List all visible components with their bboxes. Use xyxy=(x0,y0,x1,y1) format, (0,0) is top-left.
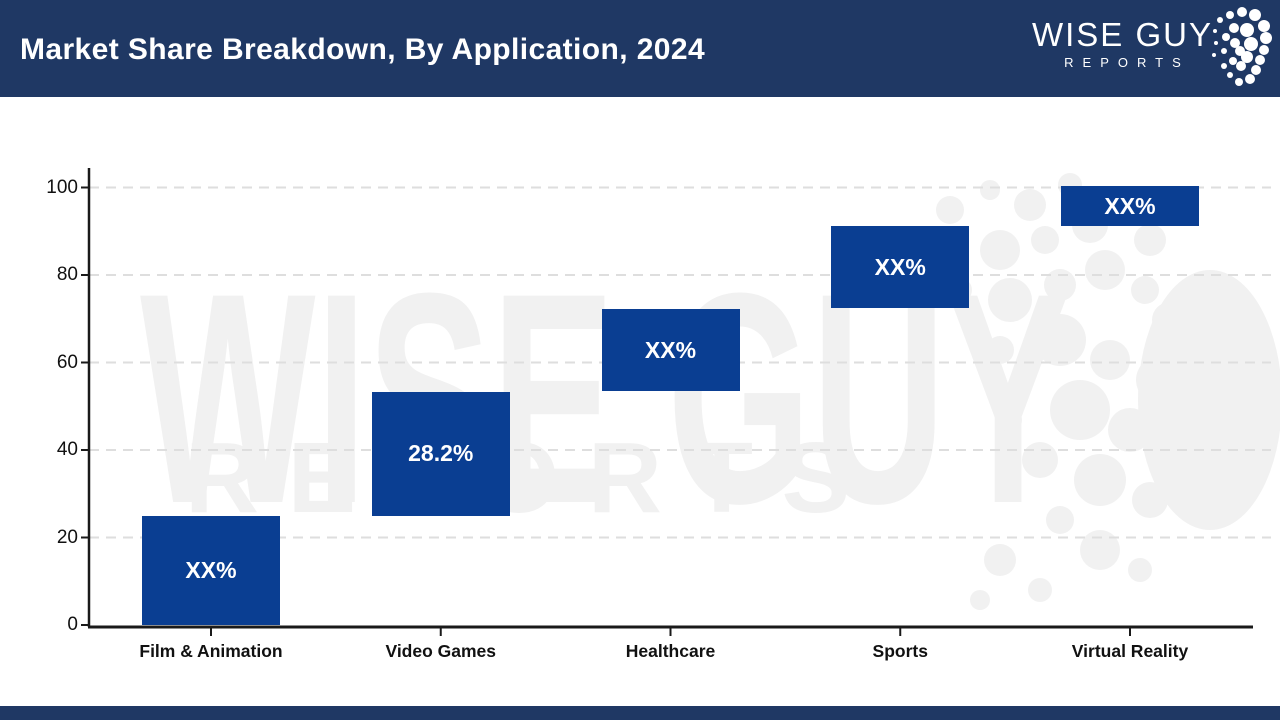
watermark-face-dot xyxy=(1028,578,1052,602)
bar-sports: XX% xyxy=(831,226,970,309)
watermark-face-dot xyxy=(1044,269,1076,301)
bar-healthcare: XX% xyxy=(601,308,740,392)
bar-value-label-virtual-reality: XX% xyxy=(1104,192,1156,219)
watermark-face-dot xyxy=(1046,506,1074,534)
bar-value-label-film-animation: XX% xyxy=(185,556,237,583)
watermark-face-dot xyxy=(988,278,1032,322)
logo-wordmark: WISE GUY xyxy=(1031,16,1213,53)
y-tick-label-20: 20 xyxy=(56,526,78,548)
footer-band xyxy=(0,706,1280,720)
bar-value-label-video-games: 28.2% xyxy=(408,440,474,467)
bar-film-animation: XX% xyxy=(142,515,280,625)
bar-value-label-healthcare: XX% xyxy=(644,336,697,363)
watermark-face-dot xyxy=(936,196,964,224)
watermark-face-dot xyxy=(1128,558,1152,582)
x-category-label-virtual-reality: Virtual Reality xyxy=(1071,641,1189,661)
y-tick-label-0: 0 xyxy=(67,614,78,635)
logo-subtitle: REPORTS xyxy=(1064,55,1190,70)
watermark-face-dot xyxy=(1034,314,1086,366)
watermark-face-dot xyxy=(1134,224,1166,256)
watermark-face-dot xyxy=(1031,226,1059,254)
x-category-label-film-animation: Film & Animation xyxy=(139,641,283,661)
watermark-face-dot xyxy=(1014,189,1046,221)
brand-logo: WISE GUY REPORTS xyxy=(1031,16,1213,71)
watermark-subtitle: R E P O R T S xyxy=(185,422,850,534)
watermark-face-dot xyxy=(980,180,1000,200)
face-dots-icon xyxy=(1212,7,1272,86)
x-category-label-video-games: Video Games xyxy=(385,641,497,661)
x-category-label-healthcare: Healthcare xyxy=(625,641,716,661)
watermark-face-dot xyxy=(1131,276,1159,304)
watermark-face-dot xyxy=(1074,454,1126,506)
watermark-face-dot xyxy=(1080,530,1120,570)
watermark-face-dot xyxy=(998,408,1022,432)
watermark-face-blob xyxy=(1138,270,1280,530)
y-tick-label-60: 60 xyxy=(56,351,78,373)
watermark-face-dot xyxy=(1022,442,1058,478)
watermark-face-dot xyxy=(1090,340,1130,380)
watermark-face-dot xyxy=(980,230,1020,270)
watermark-face-dot xyxy=(1085,250,1125,290)
y-tick-label-100: 100 xyxy=(46,176,78,198)
bar-video-games: 28.2% xyxy=(371,392,510,516)
watermark-face-dot xyxy=(1050,380,1110,440)
y-tick-label-80: 80 xyxy=(56,264,78,285)
page-title: Market Share Breakdown, By Application, … xyxy=(20,33,706,66)
watermark-face-dot xyxy=(970,590,990,610)
header-band: Market Share Breakdown, By Application, … xyxy=(0,0,1280,97)
bar-virtual-reality: XX% xyxy=(1061,186,1199,226)
bar-value-label-sports: XX% xyxy=(874,253,926,280)
watermark-face-dot xyxy=(984,544,1016,576)
watermark-face-dot xyxy=(986,336,1014,364)
x-category-label-sports: Sports xyxy=(872,641,928,661)
y-tick-label-40: 40 xyxy=(56,439,78,460)
